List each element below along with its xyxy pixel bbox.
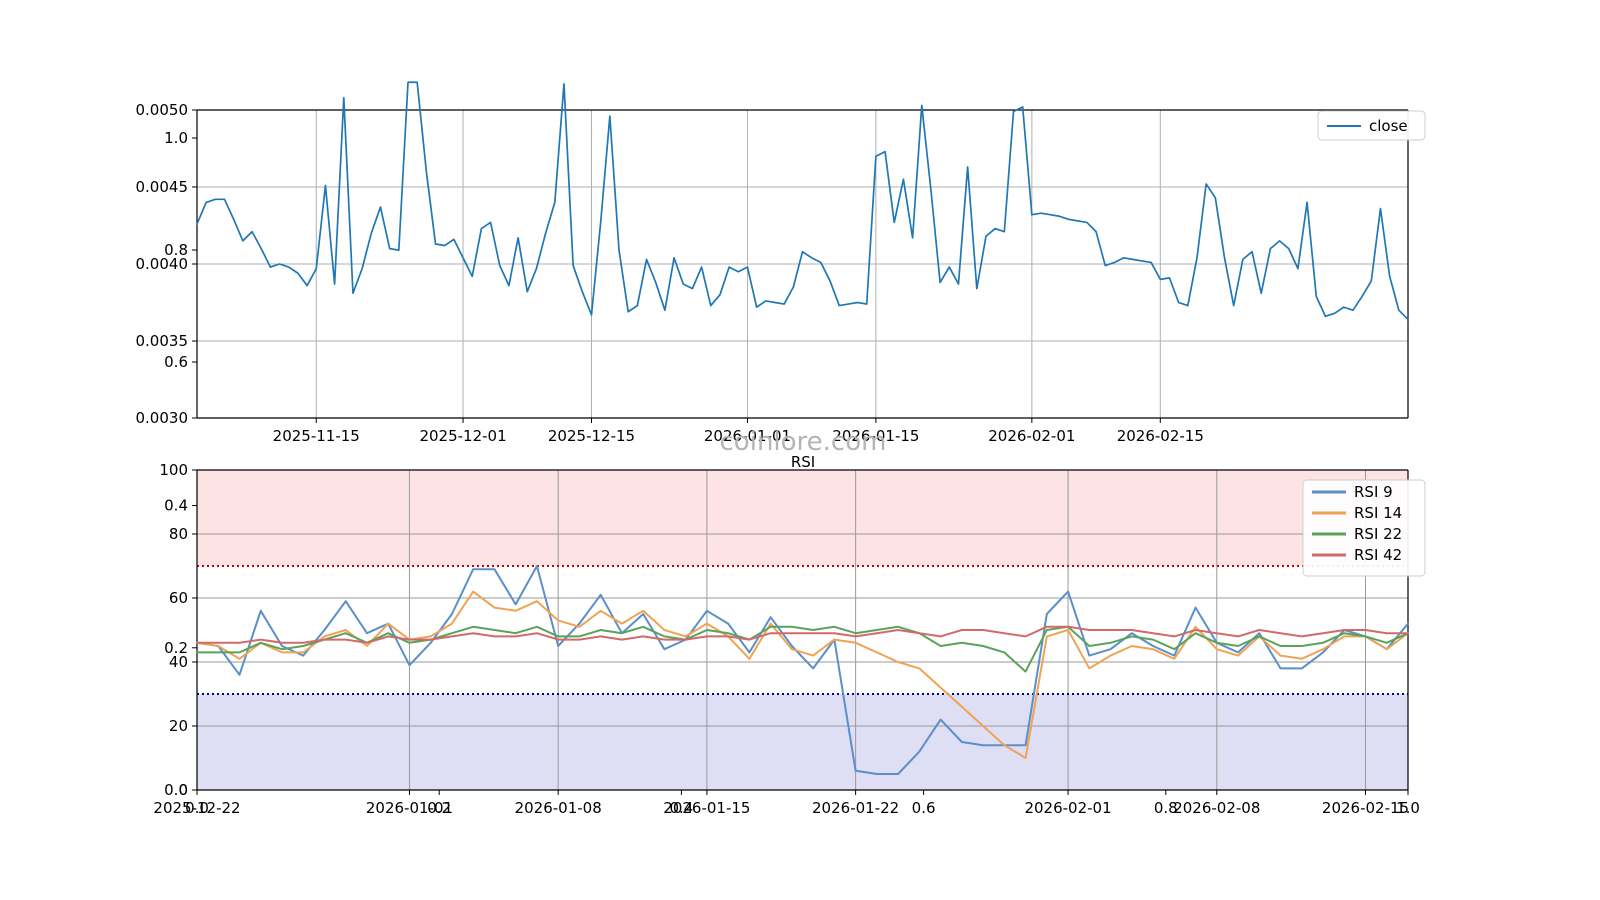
price-ytick-label-primary: 0.0050 (136, 101, 189, 119)
rsi-series-rsi-42 (196, 625, 1409, 644)
rsi-legend-box (1302, 479, 1426, 577)
rsi-ytick-label-primary: 80 (169, 525, 188, 543)
price-ytick-label-primary: 0.0035 (136, 332, 189, 350)
rsi-legend-label-rsi-42: RSI 42 (1354, 546, 1402, 564)
rsi-series-rsi-9 (196, 565, 1409, 775)
rsi-ytick-label-primary: 100 (159, 461, 188, 479)
rsi-xtick-label-secondary: 0.4 (669, 799, 693, 817)
price-xtick-label: 2026-01-01 (704, 427, 791, 445)
rsi-ytick-label-secondary: 0.4 (164, 497, 188, 515)
price-legend-label-close: close (1369, 117, 1408, 135)
price-xtick-label: 2025-12-01 (419, 427, 506, 445)
rsi-xtick-label-secondary: 0.6 (912, 799, 936, 817)
rsi-xtick-label-date: 2026-01-15 (663, 799, 750, 817)
rsi-band (197, 694, 1408, 790)
rsi-ytick-label-primary: 20 (169, 717, 188, 735)
rsi-xtick-label-date: 2026-02-01 (1024, 799, 1111, 817)
rsi-xtick-label-date: 2025-12-22 (153, 799, 240, 817)
price-ytick-label-primary: 0.0040 (136, 255, 189, 273)
price-xtick-label: 2026-02-15 (1117, 427, 1204, 445)
price-ytick-label-secondary: 0.8 (164, 241, 188, 259)
rsi-xtick-label-secondary: 0.0 (185, 799, 209, 817)
rsi-panel-title: RSI (791, 453, 815, 471)
rsi-ytick-label-secondary: 0.0 (164, 781, 188, 799)
rsi-xtick-label-date: 2026-01-01 (366, 799, 453, 817)
price-xtick-label: 2025-11-15 (273, 427, 360, 445)
rsi-ytick-label-primary: 40 (169, 653, 188, 671)
rsi-xtick-label-secondary: 1.0 (1396, 799, 1420, 817)
price-legend-box (1317, 110, 1426, 141)
price-ytick-label-secondary: 0.6 (164, 353, 188, 371)
rsi-xtick-label-date: 2026-01-22 (812, 799, 899, 817)
rsi-xtick-label-date: 2026-02-15 (1322, 799, 1409, 817)
price-xtick-label: 2026-02-01 (988, 427, 1075, 445)
watermark-coinlore: coinlore.com (720, 427, 887, 457)
rsi-band (197, 470, 1408, 566)
price-ytick-label-primary: 0.0030 (136, 409, 189, 427)
rsi-xtick-label-date: 2026-01-08 (515, 799, 602, 817)
rsi-legend-label-rsi-9: RSI 9 (1354, 483, 1393, 501)
rsi-ytick-label-primary: 0 (178, 781, 188, 799)
rsi-legend-label-rsi-22: RSI 22 (1354, 525, 1402, 543)
rsi-ytick-label-secondary: 0.2 (164, 639, 188, 657)
rsi-xtick-label-secondary: 0.2 (427, 799, 451, 817)
price-series-close (196, 81, 1409, 321)
rsi-xtick-label-date: 2026-02-08 (1173, 799, 1260, 817)
price-ytick-label-primary: 0.0045 (136, 178, 189, 196)
rsi-legend-label-rsi-14: RSI 14 (1354, 504, 1402, 522)
rsi-xtick-label-secondary: 0.8 (1154, 799, 1178, 817)
price-ytick-label-secondary: 1.0 (164, 129, 188, 147)
price-xtick-label: 2026-01-15 (832, 427, 919, 445)
rsi-ytick-label-primary: 60 (169, 589, 188, 607)
price-xtick-label: 2025-12-15 (548, 427, 635, 445)
